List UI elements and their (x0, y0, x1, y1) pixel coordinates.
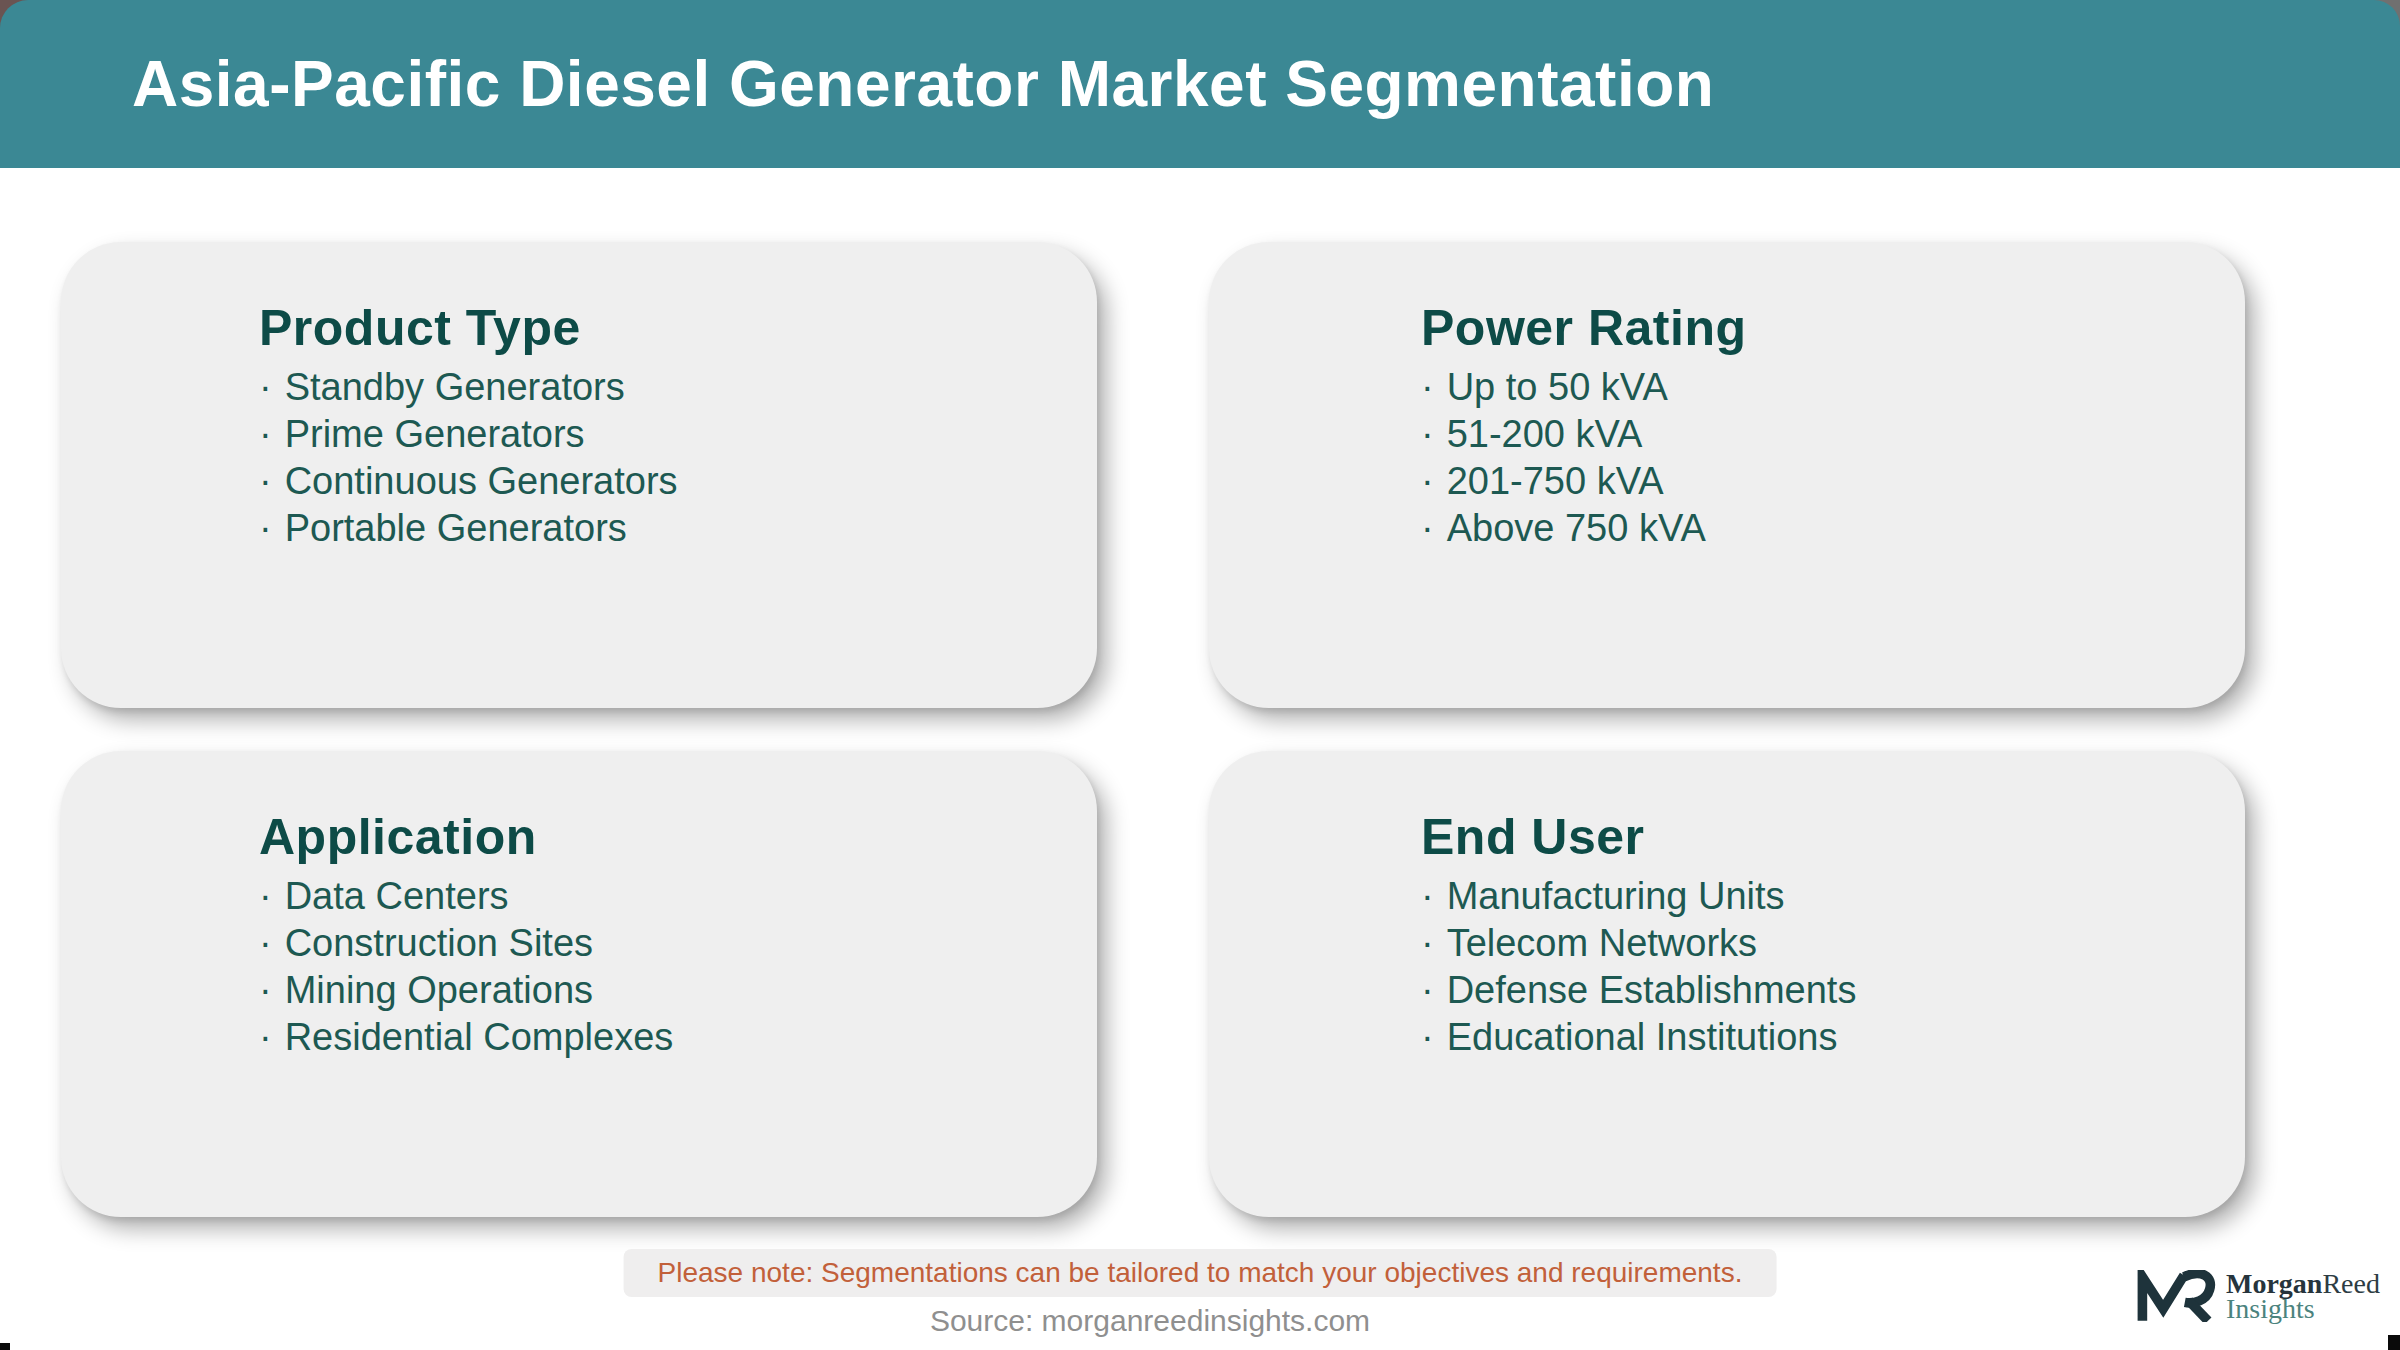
bottom-left-artifact (0, 1343, 10, 1350)
bullet-dot: · (1421, 969, 1434, 1011)
morganreed-monogram-icon (2136, 1270, 2216, 1322)
card-end-user: End User · Manufacturing Units · Telecom N… (1209, 751, 2245, 1217)
list-item: · Portable Generators (259, 505, 1097, 552)
card-title-application: Application (259, 807, 1097, 867)
bullet-dot: · (1421, 413, 1434, 455)
card-application: Application · Data Centers · Construction … (61, 751, 1097, 1217)
list-item: · 201-750 kVA (1421, 458, 2245, 505)
list-item: · Residential Complexes (259, 1014, 1097, 1061)
list-item-label: 51-200 kVA (1447, 413, 1643, 455)
bullet-dot: · (259, 413, 272, 455)
card-power-rating: Power Rating · Up to 50 kVA · 51-200 kVA ·… (1209, 242, 2245, 708)
bullet-dot: · (1421, 507, 1434, 549)
bullet-dot: · (259, 1016, 272, 1058)
list-item: · Standby Generators (259, 364, 1097, 411)
list-item-label: Construction Sites (285, 922, 593, 964)
bullet-dot: · (259, 969, 272, 1011)
list-item-label: Continuous Generators (285, 460, 678, 502)
segment-list-end-user: · Manufacturing Units · Telecom Networks ·… (1421, 873, 2245, 1061)
bullet-dot: · (1421, 1016, 1434, 1058)
list-item: · Manufacturing Units (1421, 873, 2245, 920)
list-item-label: Educational Institutions (1447, 1016, 1838, 1058)
list-item: · Mining Operations (259, 967, 1097, 1014)
bullet-dot: · (1421, 922, 1434, 964)
list-item: · 51-200 kVA (1421, 411, 2245, 458)
list-item-label: Manufacturing Units (1447, 875, 1785, 917)
segment-list-application: · Data Centers · Construction Sites · Minin… (259, 873, 1097, 1061)
list-item-label: Data Centers (285, 875, 509, 917)
source-text: Source: morganreedinsights.com (0, 1304, 2300, 1338)
card-product-type: Product Type · Standby Generators · Prime … (61, 242, 1097, 708)
bullet-dot: · (1421, 460, 1434, 502)
list-item: · Educational Institutions (1421, 1014, 2245, 1061)
list-item-label: Prime Generators (285, 413, 585, 455)
list-item-label: Up to 50 kVA (1447, 366, 1668, 408)
list-item: · Construction Sites (259, 920, 1097, 967)
brand-wordmark: MorganReed Insights (2226, 1271, 2380, 1321)
card-title-end-user: End User (1421, 807, 2245, 867)
header-banner: Asia-Pacific Diesel Generator Market Seg… (0, 0, 2400, 168)
list-item: · Above 750 kVA (1421, 505, 2245, 552)
segment-list-power-rating: · Up to 50 kVA · 51-200 kVA · 201-750 kVA ·… (1421, 364, 2245, 552)
list-item: · Defense Establishments (1421, 967, 2245, 1014)
note-text: Please note: Segmentations can be tailor… (658, 1257, 1743, 1288)
list-item-label: 201-750 kVA (1447, 460, 1664, 502)
brand-name-regular: Reed (2322, 1268, 2380, 1299)
list-item: · Telecom Networks (1421, 920, 2245, 967)
brand-logo: MorganReed Insights (2136, 1270, 2380, 1322)
list-item: · Up to 50 kVA (1421, 364, 2245, 411)
bullet-dot: · (259, 922, 272, 964)
bullet-dot: · (1421, 875, 1434, 917)
note-banner: Please note: Segmentations can be tailor… (624, 1249, 1777, 1297)
list-item-label: Above 750 kVA (1447, 507, 1706, 549)
card-title-product-type: Product Type (259, 298, 1097, 358)
bottom-right-artifact (2388, 1335, 2400, 1350)
list-item-label: Mining Operations (285, 969, 593, 1011)
list-item-label: Telecom Networks (1447, 922, 1757, 964)
segment-list-product-type: · Standby Generators · Prime Generators · C… (259, 364, 1097, 552)
brand-tagline: Insights (2226, 1296, 2380, 1321)
card-title-power-rating: Power Rating (1421, 298, 2245, 358)
bullet-dot: · (259, 460, 272, 502)
page-title: Asia-Pacific Diesel Generator Market Seg… (132, 47, 1714, 121)
list-item: · Prime Generators (259, 411, 1097, 458)
list-item-label: Standby Generators (285, 366, 625, 408)
bullet-dot: · (259, 366, 272, 408)
list-item-label: Residential Complexes (285, 1016, 674, 1058)
bullet-dot: · (259, 507, 272, 549)
bullet-dot: · (259, 875, 272, 917)
list-item: · Data Centers (259, 873, 1097, 920)
bullet-dot: · (1421, 366, 1434, 408)
list-item: · Continuous Generators (259, 458, 1097, 505)
list-item-label: Defense Establishments (1447, 969, 1857, 1011)
infographic-canvas: Asia-Pacific Diesel Generator Market Seg… (0, 0, 2400, 1350)
list-item-label: Portable Generators (285, 507, 627, 549)
